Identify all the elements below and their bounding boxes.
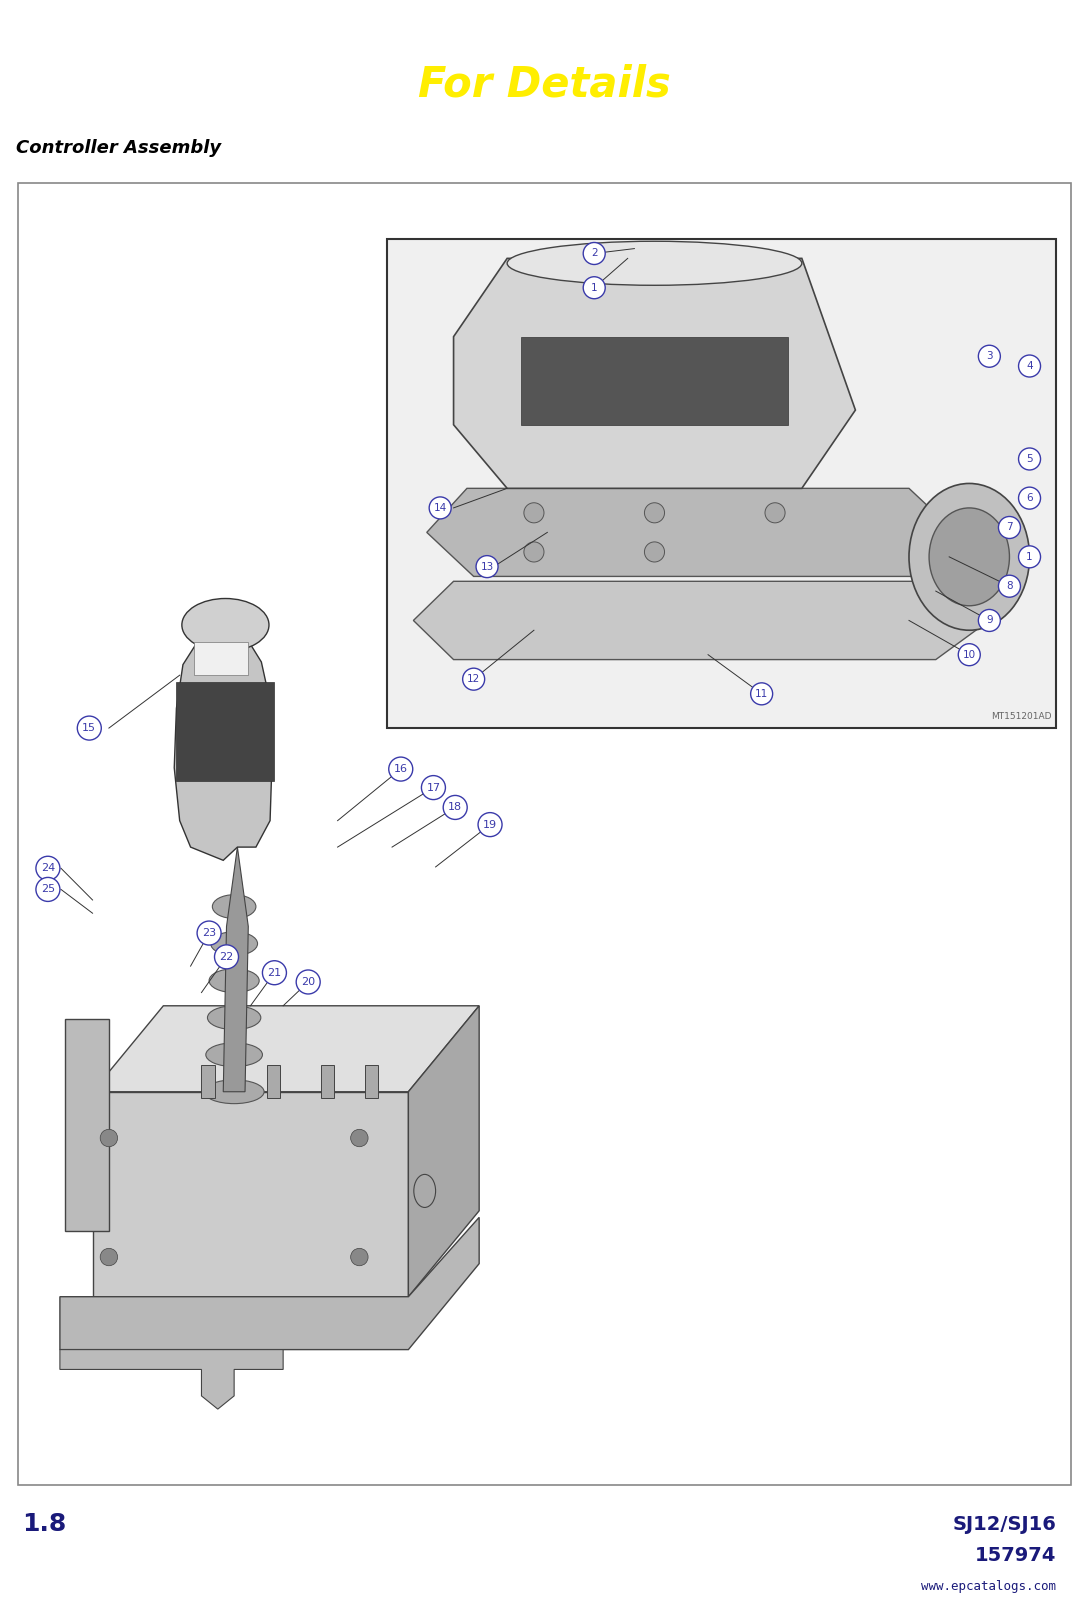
Bar	[365, 1065, 378, 1099]
Text: For Details: For Details	[418, 62, 671, 106]
Text: 1.8: 1.8	[22, 1513, 66, 1537]
Text: 18: 18	[449, 803, 462, 812]
Circle shape	[197, 921, 221, 945]
Text: 6: 6	[1026, 492, 1032, 504]
Text: 24: 24	[40, 863, 56, 873]
Circle shape	[1018, 545, 1041, 568]
Bar	[65, 1019, 109, 1231]
Ellipse shape	[212, 895, 256, 918]
Circle shape	[36, 855, 60, 881]
Circle shape	[1018, 448, 1041, 470]
Circle shape	[421, 776, 445, 800]
Circle shape	[958, 644, 980, 665]
Text: 1: 1	[591, 283, 598, 293]
Text: MT151201AD: MT151201AD	[991, 712, 1051, 721]
Circle shape	[1018, 488, 1041, 508]
Circle shape	[351, 1129, 368, 1146]
Ellipse shape	[210, 932, 257, 956]
Text: 21: 21	[268, 967, 281, 977]
Bar	[201, 1065, 215, 1099]
Circle shape	[262, 961, 286, 985]
Text: 10: 10	[963, 649, 976, 660]
Bar	[194, 643, 248, 675]
Ellipse shape	[414, 1174, 436, 1207]
Text: SJ12/SJ16: SJ12/SJ16	[953, 1514, 1056, 1533]
Text: 5: 5	[1026, 454, 1032, 464]
Circle shape	[764, 502, 785, 523]
Polygon shape	[223, 847, 248, 1092]
Text: 7: 7	[1006, 523, 1013, 532]
Bar	[93, 1092, 408, 1297]
Ellipse shape	[507, 241, 802, 285]
Circle shape	[584, 277, 605, 299]
Text: CLICK HERE: CLICK HERE	[494, 26, 595, 40]
Circle shape	[978, 345, 1001, 368]
Circle shape	[389, 756, 413, 780]
Polygon shape	[408, 1006, 479, 1297]
Ellipse shape	[182, 598, 269, 651]
Bar	[176, 681, 274, 780]
Text: 19: 19	[484, 820, 497, 830]
Ellipse shape	[929, 508, 1010, 606]
Polygon shape	[453, 259, 856, 488]
Text: 16: 16	[394, 764, 407, 774]
Circle shape	[443, 795, 467, 819]
Ellipse shape	[909, 483, 1029, 630]
Circle shape	[296, 971, 320, 995]
Text: 8: 8	[1006, 580, 1013, 592]
Ellipse shape	[209, 969, 259, 993]
Circle shape	[524, 502, 544, 523]
Text: 157974: 157974	[975, 1546, 1056, 1565]
Text: 22: 22	[219, 951, 234, 963]
Text: 11: 11	[755, 689, 768, 699]
Text: 17: 17	[427, 782, 440, 793]
Bar	[387, 238, 1056, 728]
Text: 20: 20	[302, 977, 315, 987]
Circle shape	[77, 716, 101, 740]
Bar	[267, 1065, 280, 1099]
Polygon shape	[60, 1217, 479, 1350]
Text: 3: 3	[986, 352, 993, 361]
Ellipse shape	[205, 1079, 264, 1103]
Text: 9: 9	[986, 616, 993, 625]
Text: 4: 4	[1026, 361, 1032, 371]
Text: 23: 23	[203, 927, 216, 939]
Text: 25: 25	[41, 884, 54, 894]
Text: 1: 1	[1026, 552, 1032, 561]
Circle shape	[478, 812, 502, 836]
Circle shape	[36, 878, 60, 902]
Circle shape	[645, 542, 664, 561]
Circle shape	[215, 945, 238, 969]
Circle shape	[463, 668, 485, 691]
Circle shape	[476, 555, 498, 577]
Text: Controller Assembly: Controller Assembly	[16, 139, 221, 157]
Bar	[321, 1065, 334, 1099]
Text: www.epcatalogs.com: www.epcatalogs.com	[921, 1580, 1056, 1593]
Polygon shape	[521, 337, 788, 425]
Circle shape	[351, 1249, 368, 1266]
Text: 15: 15	[83, 723, 96, 732]
Polygon shape	[174, 625, 272, 860]
Polygon shape	[414, 582, 990, 660]
Text: 14: 14	[433, 504, 446, 513]
Circle shape	[750, 683, 773, 705]
Circle shape	[999, 516, 1020, 539]
Circle shape	[1018, 355, 1041, 377]
Circle shape	[978, 609, 1001, 632]
Text: 2: 2	[591, 248, 598, 259]
Circle shape	[645, 502, 664, 523]
Polygon shape	[427, 488, 956, 576]
Circle shape	[100, 1129, 118, 1146]
Circle shape	[999, 576, 1020, 596]
Polygon shape	[60, 1350, 283, 1409]
Text: 12: 12	[467, 675, 480, 684]
Circle shape	[584, 243, 605, 264]
Text: 13: 13	[480, 561, 493, 571]
Circle shape	[100, 1249, 118, 1266]
Circle shape	[429, 497, 451, 520]
Polygon shape	[93, 1006, 479, 1092]
Ellipse shape	[206, 1043, 262, 1067]
Ellipse shape	[207, 1006, 261, 1030]
Circle shape	[524, 542, 544, 561]
